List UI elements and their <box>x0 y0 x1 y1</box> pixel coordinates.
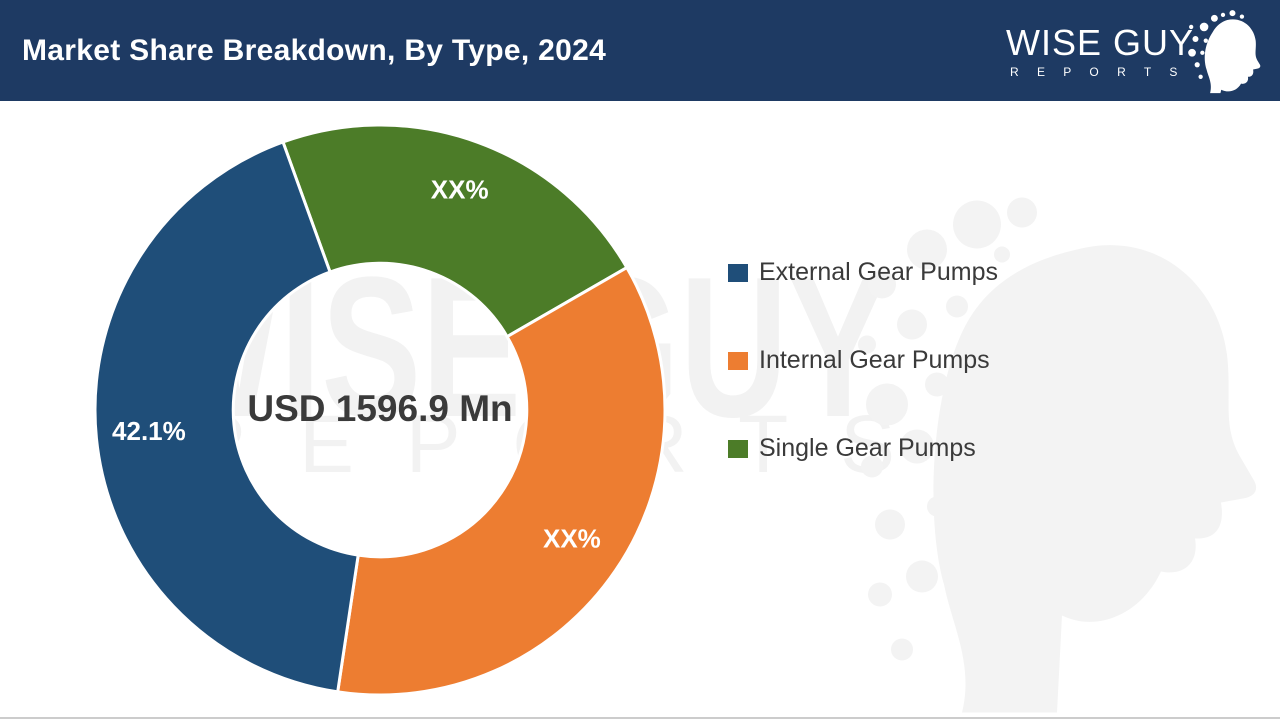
brand-name: WISE GUY <box>1005 21 1194 63</box>
brand-face-icon <box>1188 10 1261 94</box>
brand-logo: WISE GUY R E P O R T S <box>1006 6 1266 96</box>
chart-center-value: USD 1596.9 Mn <box>247 388 513 429</box>
legend-swatch <box>728 439 748 458</box>
segment-label-single-gear-pumps: XX% <box>431 175 489 205</box>
segment-label-external-gear-pumps: 42.1% <box>112 416 186 446</box>
legend-label: Internal Gear Pumps <box>759 346 990 374</box>
watermark-face-icon <box>858 197 1257 713</box>
header-bar: Market Share Breakdown, By Type, 2024 WI… <box>0 0 1280 101</box>
chart-legend: External Gear Pumps Internal Gear Pumps Si… <box>728 258 998 463</box>
brand-subtitle: R E P O R T S <box>1009 64 1185 79</box>
legend-swatch <box>728 351 748 370</box>
legend-item-single-gear-pumps: Single Gear Pumps <box>728 434 998 463</box>
donut-chart: XX% XX% 42.1% <box>80 110 680 710</box>
legend-item-external-gear-pumps: External Gear Pumps <box>728 258 998 287</box>
donut-segment-internal-gear-pumps <box>336 266 667 697</box>
legend-label: External Gear Pumps <box>759 258 998 286</box>
legend-swatch <box>728 263 748 282</box>
donut-segment-external-gear-pumps <box>93 140 360 694</box>
legend-label: Single Gear Pumps <box>759 434 976 462</box>
bottom-border <box>0 717 1280 719</box>
donut-segment-single-gear-pumps <box>281 123 629 339</box>
page-title: Market Share Breakdown, By Type, 2024 <box>22 33 607 67</box>
brand-wordmark: WISE GUY R E P O R T S <box>1005 21 1194 79</box>
segment-label-internal-gear-pumps: XX% <box>543 524 601 554</box>
legend-item-internal-gear-pumps: Internal Gear Pumps <box>728 346 998 375</box>
